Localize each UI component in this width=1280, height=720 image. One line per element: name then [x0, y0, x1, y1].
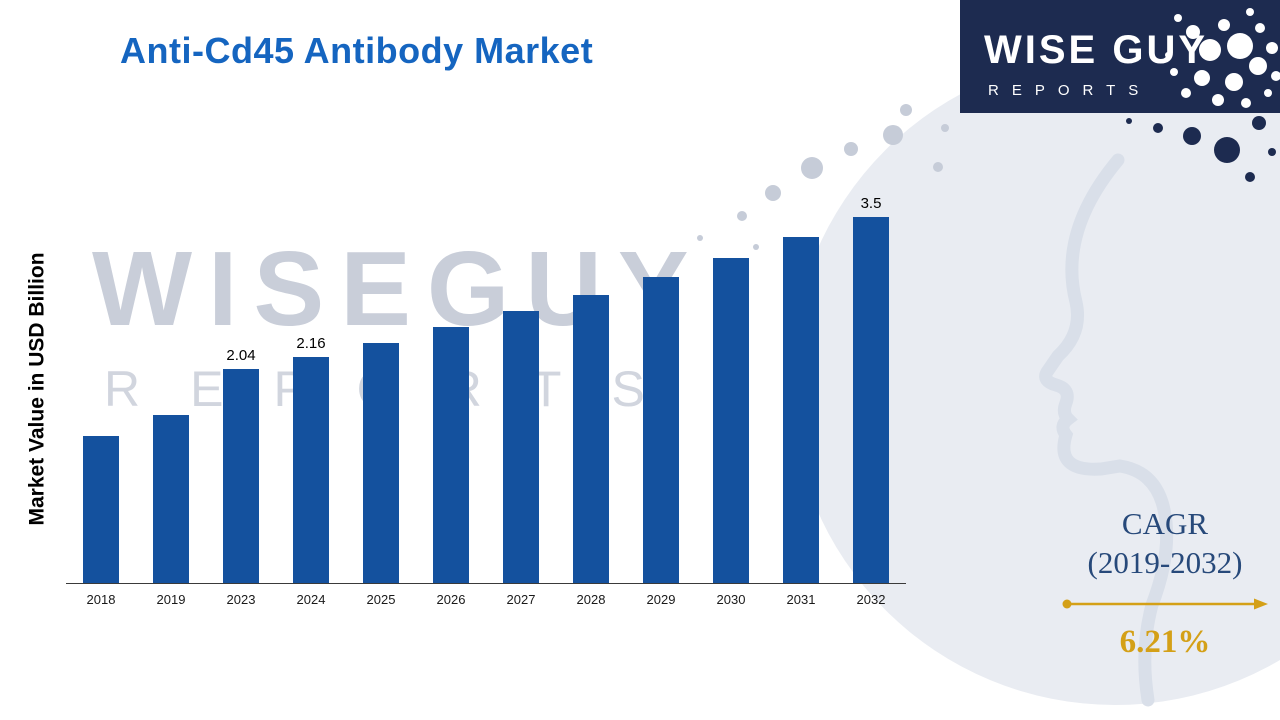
chart-title: Anti-Cd45 Antibody Market [120, 30, 594, 71]
x-tick-2019: 2019 [156, 592, 186, 607]
bar-group-2018: 2018 [66, 195, 136, 607]
logo-face-dots-icon [1165, 8, 1280, 108]
bar-2030 [713, 257, 749, 583]
bar-group-2032: 3.5 2032 [836, 195, 906, 607]
bar-group-2031: 2031 [766, 195, 836, 607]
x-tick-2028: 2028 [576, 592, 606, 607]
bar-group-2019: 2019 [136, 195, 206, 607]
bar-2031 [783, 236, 819, 583]
bar-group-2029: 2029 [626, 195, 696, 607]
face-profile-line [1039, 153, 1174, 707]
x-tick-2025: 2025 [366, 592, 396, 607]
x-tick-2027: 2027 [506, 592, 536, 607]
cagr-arrow-icon [1062, 598, 1268, 610]
navy-dot-cluster [1126, 116, 1276, 182]
logo: WISE GUY REPORTS [960, 0, 1280, 113]
logo-name: WISE GUY [984, 28, 1209, 72]
bar-2028 [573, 294, 609, 583]
bar-group-2023: 2.04 2023 [206, 195, 276, 607]
bar-2018 [83, 436, 119, 583]
x-tick-2030: 2030 [716, 592, 746, 607]
x-tick-2032: 2032 [856, 592, 886, 607]
bar-2027 [503, 311, 539, 583]
x-tick-2031: 2031 [786, 592, 816, 607]
bar-group-2026: 2026 [416, 195, 486, 607]
bar-2032 [853, 217, 889, 583]
bar-value-label-2023: 2.04 [226, 347, 256, 365]
cagr-label: CAGR [1121, 506, 1209, 541]
bar-group-2024: 2.16 2024 [276, 195, 346, 607]
bar-2026 [433, 327, 469, 583]
bar-group-2030: 2030 [696, 195, 766, 607]
cagr-value: 6.21% [1119, 624, 1211, 661]
bar-value-label-2032: 3.5 [860, 195, 882, 212]
bar-2025 [363, 342, 399, 583]
bar-2019 [153, 415, 189, 583]
cagr-block: CAGR (2019-2032) 6.21% [1058, 505, 1272, 661]
x-tick-2024: 2024 [296, 592, 326, 607]
bar-group-2028: 2028 [556, 195, 626, 607]
x-tick-2018: 2018 [86, 592, 116, 607]
cagr-range: (2019-2032) [1087, 545, 1243, 581]
bar-2029 [643, 276, 679, 583]
x-tick-2023: 2023 [226, 592, 256, 607]
y-axis-label-wrap: Market Value in USD Billion [14, 195, 62, 583]
y-axis-label: Market Value in USD Billion [26, 252, 49, 526]
x-tick-2026: 2026 [436, 592, 466, 607]
x-tick-2029: 2029 [646, 592, 676, 607]
bar-group-2025: 2025 [346, 195, 416, 607]
logo-subtitle: REPORTS [988, 82, 1152, 99]
bar-2023 [223, 369, 259, 583]
bar-group-2027: 2027 [486, 195, 556, 607]
gray-dot-cluster [697, 104, 949, 250]
bar-chart: 2018 2019 2.04 2023 2.16 2024 2025 2026 2027 2028… [66, 195, 906, 607]
bar-value-label-2024: 2.16 [296, 334, 326, 352]
bar-2024 [293, 356, 329, 583]
